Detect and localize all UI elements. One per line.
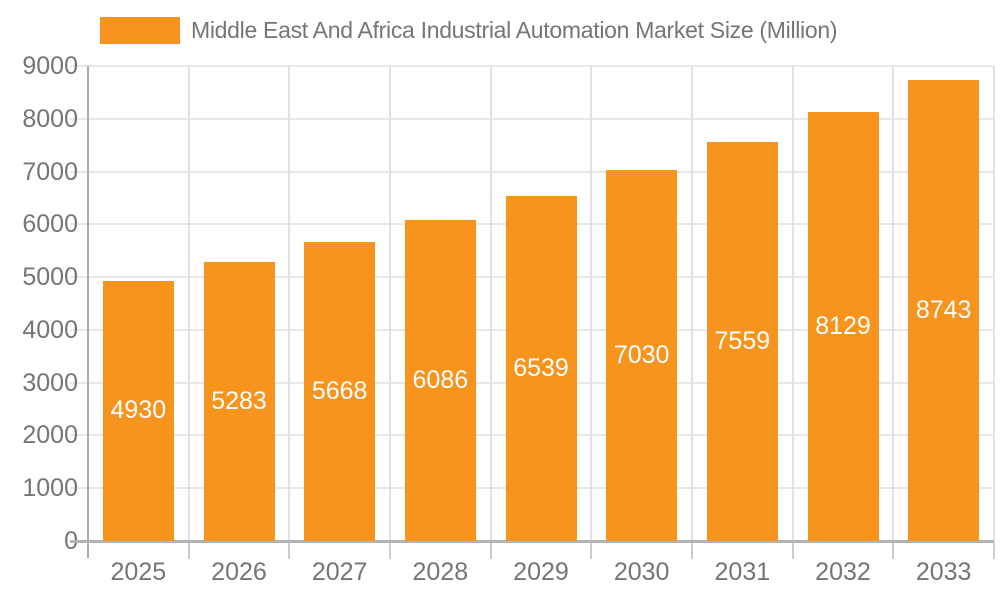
gridline-vertical (389, 66, 391, 541)
y-tick-label: 0 (0, 527, 78, 555)
x-tick-label: 2026 (211, 558, 267, 586)
chart-title: Middle East And Africa Industrial Automa… (191, 17, 838, 43)
x-tick-label: 2027 (311, 558, 368, 586)
x-axis-tick (892, 543, 895, 559)
x-axis-tick (389, 543, 391, 559)
bar: 5668 (304, 241, 376, 541)
gridline-vertical (489, 66, 492, 541)
x-axis-tick (691, 543, 693, 559)
gridline-vertical (691, 66, 693, 541)
x-tick-label: 2030 (613, 558, 670, 586)
gridline-vertical (892, 66, 895, 541)
x-tick-label: 2031 (714, 558, 771, 586)
bar: 7030 (606, 169, 678, 541)
bar-value-label: 7030 (613, 340, 670, 369)
x-tick-label: 2025 (110, 558, 167, 586)
bar: 6539 (505, 195, 577, 541)
y-axis-line (87, 66, 89, 558)
bar-value-label: 8129 (815, 311, 871, 340)
legend-swatch (100, 17, 180, 44)
y-tick-label: 7000 (22, 157, 78, 186)
bar: 8743 (908, 79, 980, 541)
gridline-vertical (791, 66, 794, 541)
gridline-horizontal (70, 65, 994, 67)
y-tick-label: 1000 (22, 474, 78, 503)
gridline-horizontal (70, 117, 994, 120)
x-axis-tick (590, 543, 593, 559)
y-tick-label: 6000 (22, 210, 78, 239)
bar: 8129 (807, 111, 879, 541)
x-tick-label: 2033 (915, 558, 972, 586)
gridline-vertical (993, 66, 995, 541)
x-axis-tick (288, 543, 291, 559)
x-axis-line (70, 540, 994, 543)
bar: 6086 (404, 219, 476, 541)
y-tick-label: 9000 (22, 52, 78, 80)
bar: 4930 (102, 280, 174, 541)
bar-value-label: 6086 (412, 365, 469, 394)
bar-value-label: 6539 (513, 353, 569, 382)
bar-value-label: 8743 (915, 295, 972, 324)
x-axis-tick (791, 543, 794, 559)
bar-value-label: 5283 (211, 387, 267, 416)
x-tick-label: 2029 (513, 558, 569, 586)
x-axis-tick (993, 543, 995, 559)
gridline-vertical (590, 66, 593, 541)
x-axis-tick (187, 543, 190, 559)
bar-value-label: 4930 (110, 396, 167, 425)
gridline-vertical (288, 66, 291, 541)
gridline-horizontal (70, 170, 994, 173)
bar-value-label: 5668 (311, 376, 368, 405)
bar: 5283 (203, 262, 275, 541)
bar-value-label: 7559 (714, 327, 771, 356)
gridline-vertical (187, 66, 190, 541)
y-tick-label: 8000 (22, 104, 78, 133)
legend: Middle East And Africa Industrial Automa… (100, 17, 838, 44)
y-tick-label: 3000 (22, 368, 78, 397)
x-axis-tick (489, 543, 492, 559)
y-tick-label: 4000 (22, 315, 78, 344)
bar: 7559 (706, 142, 778, 541)
x-tick-label: 2028 (412, 558, 469, 586)
y-tick-label: 2000 (22, 421, 78, 450)
y-tick-label: 5000 (22, 263, 78, 292)
x-tick-label: 2032 (815, 558, 871, 586)
